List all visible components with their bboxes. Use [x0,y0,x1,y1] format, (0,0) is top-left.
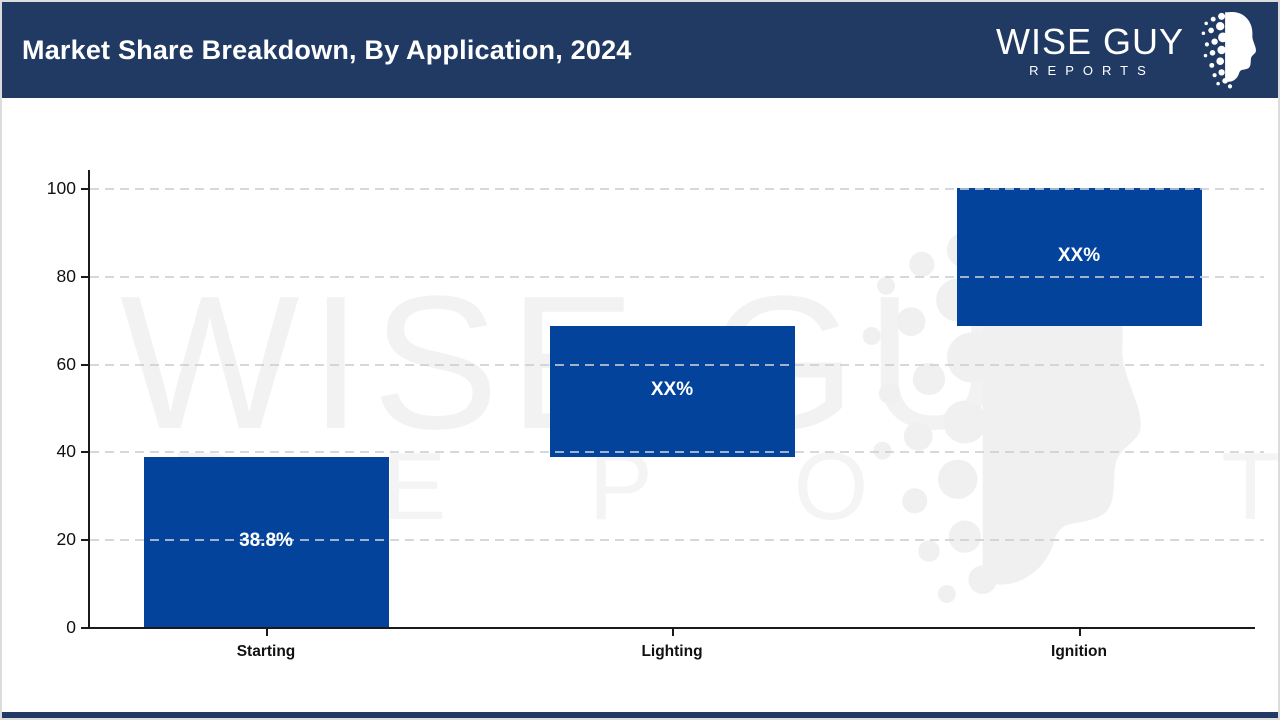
y-tick-label: 0 [66,617,76,637]
y-tick-label: 100 [46,178,76,198]
y-tick-label: 60 [56,353,76,374]
gridline [90,275,1264,278]
header-bar: Market Share Breakdown, By Application, … [2,2,1278,98]
bar-value-label: 38.8% [239,529,293,551]
y-tick-mark [81,363,88,366]
bar [956,188,1202,326]
x-tick-mark [1079,629,1081,636]
gridline [90,363,1264,366]
x-axis-category-label: Ignition [1051,643,1107,660]
chart-title: Market Share Breakdown, By Application, … [22,34,632,65]
x-axis-category-label: Starting [236,643,296,660]
bar [549,325,795,457]
y-tick-mark [81,188,88,190]
x-tick-mark [266,629,268,636]
gridline [90,188,1264,190]
gridline [90,451,1264,454]
gridline [90,539,1264,542]
bar-value-label: XX% [650,379,694,401]
y-tick-mark [81,275,88,278]
bar [143,456,389,627]
logo-name-text: WISE GUY [995,20,1184,62]
y-tick-label: 20 [56,529,76,550]
bar-value-label: XX% [1057,244,1101,266]
logo-sub-text: REPORTS [1029,62,1155,78]
x-axis-line [88,627,1255,629]
y-tick-label: 80 [56,265,76,286]
y-tick-mark [81,627,88,629]
x-tick-mark [672,629,674,636]
waterfall-chart: 0 20 40 60 80 100 38.8% Starting XX% Lighting XX% I… [2,98,1278,715]
dotted-face-icon [1201,11,1256,89]
y-tick-label: 40 [56,441,76,462]
y-axis-line [88,170,90,629]
wise-guy-reports-logo: WISE GUY REPORTS [996,8,1260,92]
y-tick-mark [81,451,88,454]
x-axis-category-label: Lighting [641,643,703,660]
y-tick-mark [81,539,88,542]
footer-bar [2,712,1278,718]
